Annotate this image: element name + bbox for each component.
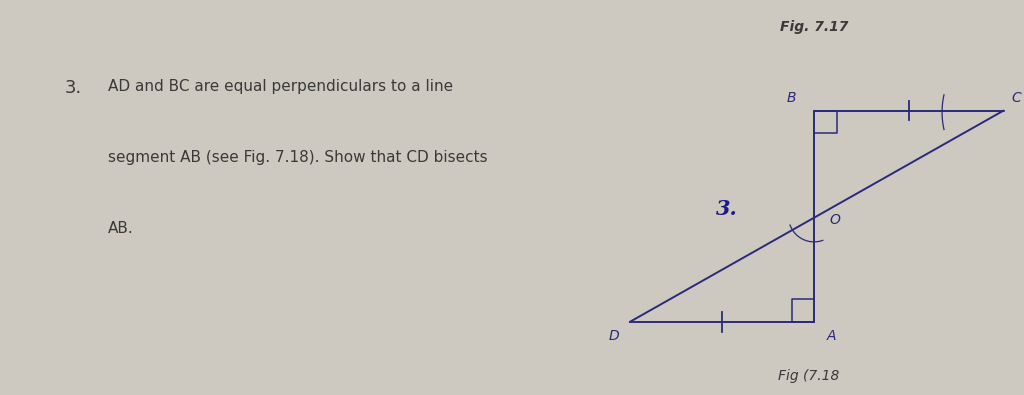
Text: 3.: 3.: [716, 199, 738, 219]
Text: 3.: 3.: [65, 79, 82, 97]
Text: C: C: [1012, 91, 1022, 105]
Text: AD and BC are equal perpendiculars to a line: AD and BC are equal perpendiculars to a …: [108, 79, 453, 94]
Text: B: B: [786, 91, 796, 105]
Text: AB.: AB.: [108, 221, 133, 236]
Text: segment AB (see Fig. 7.18). Show that CD bisects: segment AB (see Fig. 7.18). Show that CD…: [108, 150, 487, 165]
Text: O: O: [829, 213, 841, 227]
Text: D: D: [609, 329, 620, 343]
Text: A: A: [826, 329, 836, 343]
Text: Fig. 7.17: Fig. 7.17: [780, 20, 848, 34]
Text: Fig (7.18: Fig (7.18: [778, 369, 840, 383]
